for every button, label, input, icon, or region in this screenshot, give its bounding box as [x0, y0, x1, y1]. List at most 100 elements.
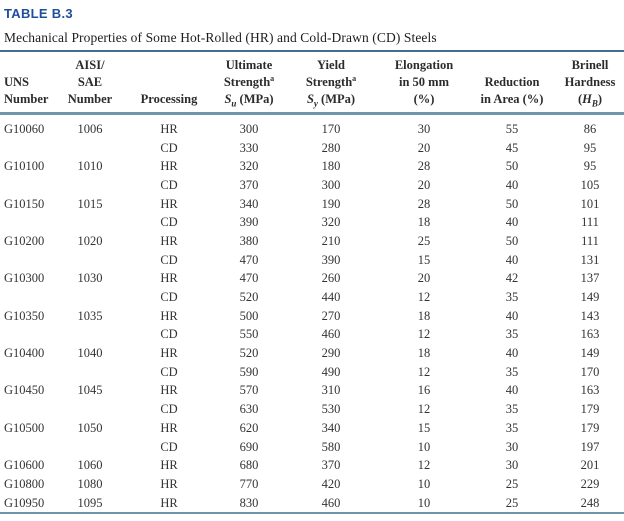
cell-aisi-sae-number: 1060 [77, 458, 103, 473]
cell-ultimate-strength: 300 [239, 121, 259, 136]
cell-ultimate-strength: 470 [239, 271, 259, 286]
cell-ultimate-strength: 380 [239, 233, 259, 248]
cell-brinell-hardness: 149 [580, 290, 600, 305]
table-row: G10400 1040 HR 520 290 18 40 149 [0, 344, 624, 363]
cell-ultimate-strength: 770 [239, 476, 259, 491]
table-number: TABLE B.3 [4, 6, 73, 21]
cell-ultimate-strength: 340 [239, 196, 259, 211]
cell-aisi-sae-number: 1010 [77, 159, 103, 174]
cell-aisi-sae-number [58, 251, 122, 270]
cell-processing: HR [160, 495, 178, 510]
cell-elongation: 12 [417, 458, 431, 473]
column-header-processing: Processing [140, 92, 198, 106]
cell-yield-strength: 190 [321, 196, 341, 211]
cell-brinell-hardness: 86 [583, 121, 597, 136]
cell-brinell-hardness: 95 [583, 159, 597, 174]
cell-reduction-in-area: 40 [505, 177, 519, 192]
cell-elongation: 20 [417, 271, 431, 286]
header-row: UNS Number AISI/SAE Number Processing Ultimat… [0, 51, 624, 114]
cell-uns-number [0, 363, 58, 382]
table-row: CD 330 280 20 45 95 [0, 139, 624, 158]
cell-yield-strength: 300 [321, 177, 341, 192]
cell-yield-strength: 320 [321, 215, 341, 230]
cell-brinell-hardness: 201 [580, 458, 600, 473]
cell-processing: CD [160, 140, 178, 155]
cell-uns-number [0, 326, 58, 345]
cell-brinell-hardness: 163 [580, 383, 600, 398]
cell-uns-number: G10450 [4, 383, 45, 398]
cell-uns-number [0, 400, 58, 419]
cell-reduction-in-area: 50 [505, 233, 519, 248]
table-row: G10950 1095 HR 830 460 10 25 248 [0, 494, 624, 514]
table-row: G10150 1015 HR 340 190 28 50 101 [0, 195, 624, 214]
cell-yield-strength: 490 [321, 364, 341, 379]
cell-uns-number [0, 251, 58, 270]
table-row: CD 520 440 12 35 149 [0, 288, 624, 307]
cell-aisi-sae-number [58, 438, 122, 457]
cell-aisi-sae-number: 1035 [77, 308, 103, 323]
column-header-ultimate-strength: Ultimate Strengtha Su (MPa) [223, 58, 275, 109]
cell-reduction-in-area: 45 [505, 140, 519, 155]
table-row: CD 550 460 12 35 163 [0, 326, 624, 345]
cell-elongation: 25 [417, 233, 431, 248]
cell-aisi-sae-number [58, 213, 122, 232]
cell-elongation: 12 [417, 364, 431, 379]
cell-yield-strength: 580 [321, 439, 341, 454]
table-row: G10500 1050 HR 620 340 15 35 179 [0, 419, 624, 438]
cell-reduction-in-area: 50 [505, 159, 519, 174]
table-caption: Mechanical Properties of Some Hot-Rolled… [4, 30, 437, 45]
cell-processing: CD [160, 215, 178, 230]
cell-uns-number: G10950 [4, 495, 45, 510]
cell-yield-strength: 180 [321, 159, 341, 174]
cell-processing: HR [160, 271, 178, 286]
cell-ultimate-strength: 630 [239, 402, 259, 417]
cell-processing: CD [160, 177, 178, 192]
cell-elongation: 15 [417, 420, 431, 435]
cell-ultimate-strength: 830 [239, 495, 259, 510]
cell-brinell-hardness: 248 [580, 495, 600, 510]
cell-elongation: 12 [417, 290, 431, 305]
cell-aisi-sae-number: 1006 [77, 121, 103, 136]
cell-processing: CD [160, 252, 178, 267]
cell-processing: HR [160, 159, 178, 174]
table-body: G10060 1006 HR 300 170 30 55 86 CD 330 280 20 45 95 G1… [0, 114, 624, 514]
cell-ultimate-strength: 570 [239, 383, 259, 398]
cell-elongation: 10 [417, 495, 431, 510]
cell-elongation: 28 [417, 159, 431, 174]
cell-aisi-sae-number [58, 288, 122, 307]
cell-elongation: 20 [417, 140, 431, 155]
column-header-reduction-in-area: Reduction in Area (%) [480, 75, 544, 106]
cell-aisi-sae-number [58, 400, 122, 419]
cell-yield-strength: 310 [321, 383, 341, 398]
cell-yield-strength: 440 [321, 290, 341, 305]
cell-reduction-in-area: 50 [505, 196, 519, 211]
cell-yield-strength: 280 [321, 140, 341, 155]
cell-aisi-sae-number: 1045 [77, 383, 103, 398]
cell-brinell-hardness: 179 [580, 402, 600, 417]
cell-ultimate-strength: 590 [239, 364, 259, 379]
cell-reduction-in-area: 42 [505, 271, 519, 286]
cell-aisi-sae-number: 1095 [77, 495, 103, 510]
cell-elongation: 28 [417, 196, 431, 211]
table-row: G10800 1080 HR 770 420 10 25 229 [0, 475, 624, 494]
cell-ultimate-strength: 550 [239, 327, 259, 342]
cell-yield-strength: 460 [321, 495, 341, 510]
cell-aisi-sae-number: 1030 [77, 271, 103, 286]
cell-brinell-hardness: 131 [580, 252, 600, 267]
cell-elongation: 15 [417, 252, 431, 267]
cell-ultimate-strength: 620 [239, 420, 259, 435]
table-row: CD 470 390 15 40 131 [0, 251, 624, 270]
cell-aisi-sae-number: 1015 [77, 196, 103, 211]
cell-brinell-hardness: 143 [580, 308, 600, 323]
cell-reduction-in-area: 40 [505, 308, 519, 323]
cell-yield-strength: 420 [321, 476, 341, 491]
column-header-elongation: Elongation in 50 mm (%) [394, 58, 454, 106]
cell-yield-strength: 390 [321, 252, 341, 267]
steel-properties-table: UNS Number AISI/SAE Number Processing Ultimat… [0, 50, 624, 514]
table-row: G10350 1035 HR 500 270 18 40 143 [0, 307, 624, 326]
cell-yield-strength: 260 [321, 271, 341, 286]
cell-reduction-in-area: 25 [505, 495, 519, 510]
cell-processing: CD [160, 364, 178, 379]
cell-aisi-sae-number [58, 363, 122, 382]
